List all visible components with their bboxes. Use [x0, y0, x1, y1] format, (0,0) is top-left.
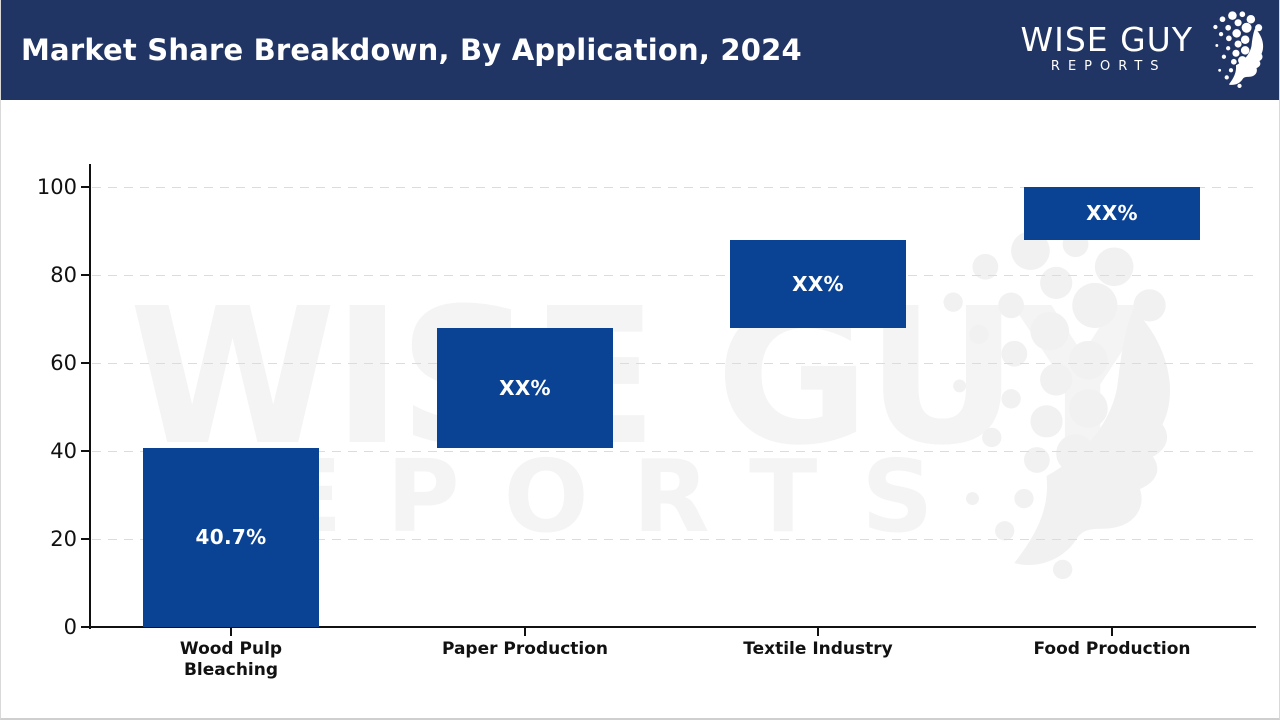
bar-segment: XX% [437, 327, 613, 448]
gridline-20 [92, 538, 1256, 540]
y-tick-100 [81, 186, 89, 188]
category-label: Textile Industry [743, 639, 893, 659]
x-tick-2 [524, 628, 526, 636]
bar-value-label: 40.7% [195, 525, 267, 550]
bar-segment: XX% [1024, 187, 1200, 240]
y-tick-80 [81, 274, 89, 276]
gridline-40 [92, 450, 1256, 452]
y-tick-20 [81, 538, 89, 540]
header-bar: Market Share Breakdown, By Application, … [1, 0, 1279, 100]
bar-segment: 40.7% [143, 447, 319, 627]
x-axis-line [89, 626, 1256, 628]
bar-value-label: XX% [792, 271, 844, 296]
category-label: Wood Pulp Bleaching [179, 639, 283, 680]
brand-logo: WISE GUY REPORTS [1020, 10, 1267, 88]
category-label: Paper Production [441, 639, 609, 659]
logo-face-icon [1213, 11, 1264, 88]
bar-value-label: XX% [499, 375, 551, 400]
x-tick-1 [230, 628, 232, 636]
y-tick-60 [81, 362, 89, 364]
gridline-100 [92, 186, 1256, 188]
brand-logo-text: WISE GUY REPORTS [1020, 22, 1193, 76]
y-tick-label-100: 100 [36, 175, 77, 199]
y-axis-line [89, 164, 91, 629]
y-tick-40 [81, 450, 89, 452]
chart-area: WISE GUY REPORTS [1, 100, 1279, 718]
y-tick-label-0: 0 [63, 615, 77, 639]
brand-name: WISE GUY [1020, 20, 1193, 59]
y-tick-label-80: 80 [50, 263, 77, 287]
y-tick-0 [81, 626, 89, 628]
y-tick-label-40: 40 [50, 439, 77, 463]
bar-segment: XX% [730, 239, 906, 328]
gridline-80 [92, 274, 1256, 276]
gridline-60 [92, 362, 1256, 364]
y-tick-label-20: 20 [50, 527, 77, 551]
x-tick-4 [1111, 628, 1113, 636]
page-title: Market Share Breakdown, By Application, … [21, 33, 802, 67]
brand-subtitle: REPORTS [1050, 59, 1167, 74]
bar-value-label: XX% [1086, 201, 1138, 226]
watermark-face-icon [943, 231, 1171, 580]
y-tick-label-60: 60 [50, 351, 77, 375]
category-label: Food Production [1033, 639, 1191, 659]
x-tick-3 [817, 628, 819, 636]
